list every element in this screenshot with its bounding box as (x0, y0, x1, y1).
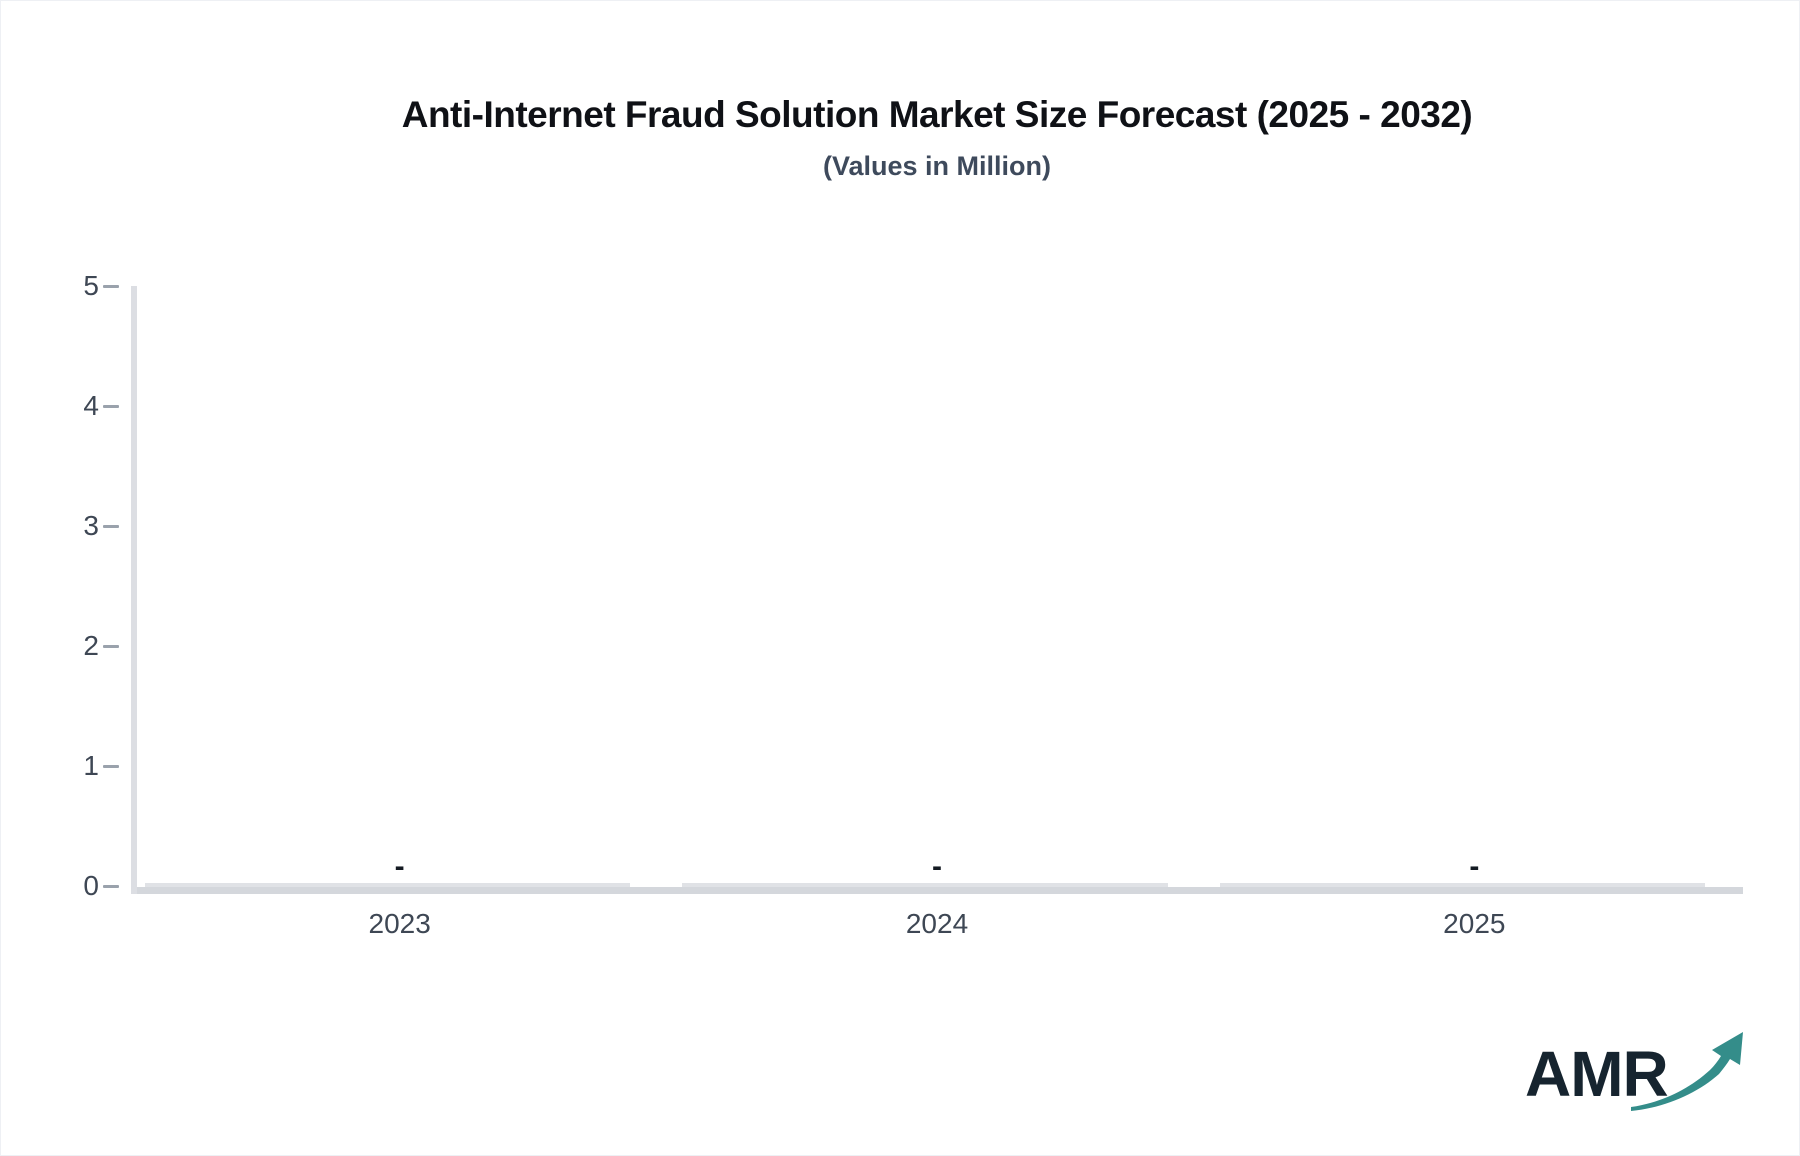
x-axis-label-2023: 2023 (368, 908, 431, 939)
bar-2025 (1219, 883, 1705, 887)
y-axis-tick-mark (103, 524, 119, 528)
y-axis-tick-mark (103, 404, 119, 408)
bar-2023 (145, 883, 631, 887)
x-axis-label-2025: 2025 (1443, 908, 1506, 939)
y-axis-tick-mark (103, 644, 119, 648)
y-axis-tick-label: 0 (83, 870, 99, 901)
y-axis-line (131, 286, 137, 894)
bar-value-label: - (1469, 850, 1480, 883)
logo-text: AMR (1525, 1038, 1669, 1110)
amr-logo: AMR (1525, 1029, 1747, 1115)
bar-value-label: - (932, 850, 942, 883)
bar-2024 (682, 883, 1168, 887)
y-axis-tick-mark (103, 284, 119, 288)
y-axis-tick-mark (103, 764, 119, 768)
y-axis-tick-mark (103, 884, 119, 888)
y-axis-tick-label: 2 (83, 630, 99, 661)
growth-arrow-icon (1631, 1032, 1743, 1111)
y-axis-tick-label: 1 (83, 750, 99, 781)
x-axis-line (137, 887, 1743, 894)
y-axis-tick-label: 4 (83, 390, 99, 421)
y-axis-tick-label: 3 (83, 510, 99, 541)
chart-title: Anti-Internet Fraud Solution Market Size… (401, 94, 1473, 135)
x-axis-label-2024: 2024 (905, 908, 969, 939)
y-axis-tick-label: 5 (83, 270, 99, 301)
chart-subtitle: (Values in Million) (822, 151, 1052, 181)
bar-value-label: - (394, 850, 405, 883)
